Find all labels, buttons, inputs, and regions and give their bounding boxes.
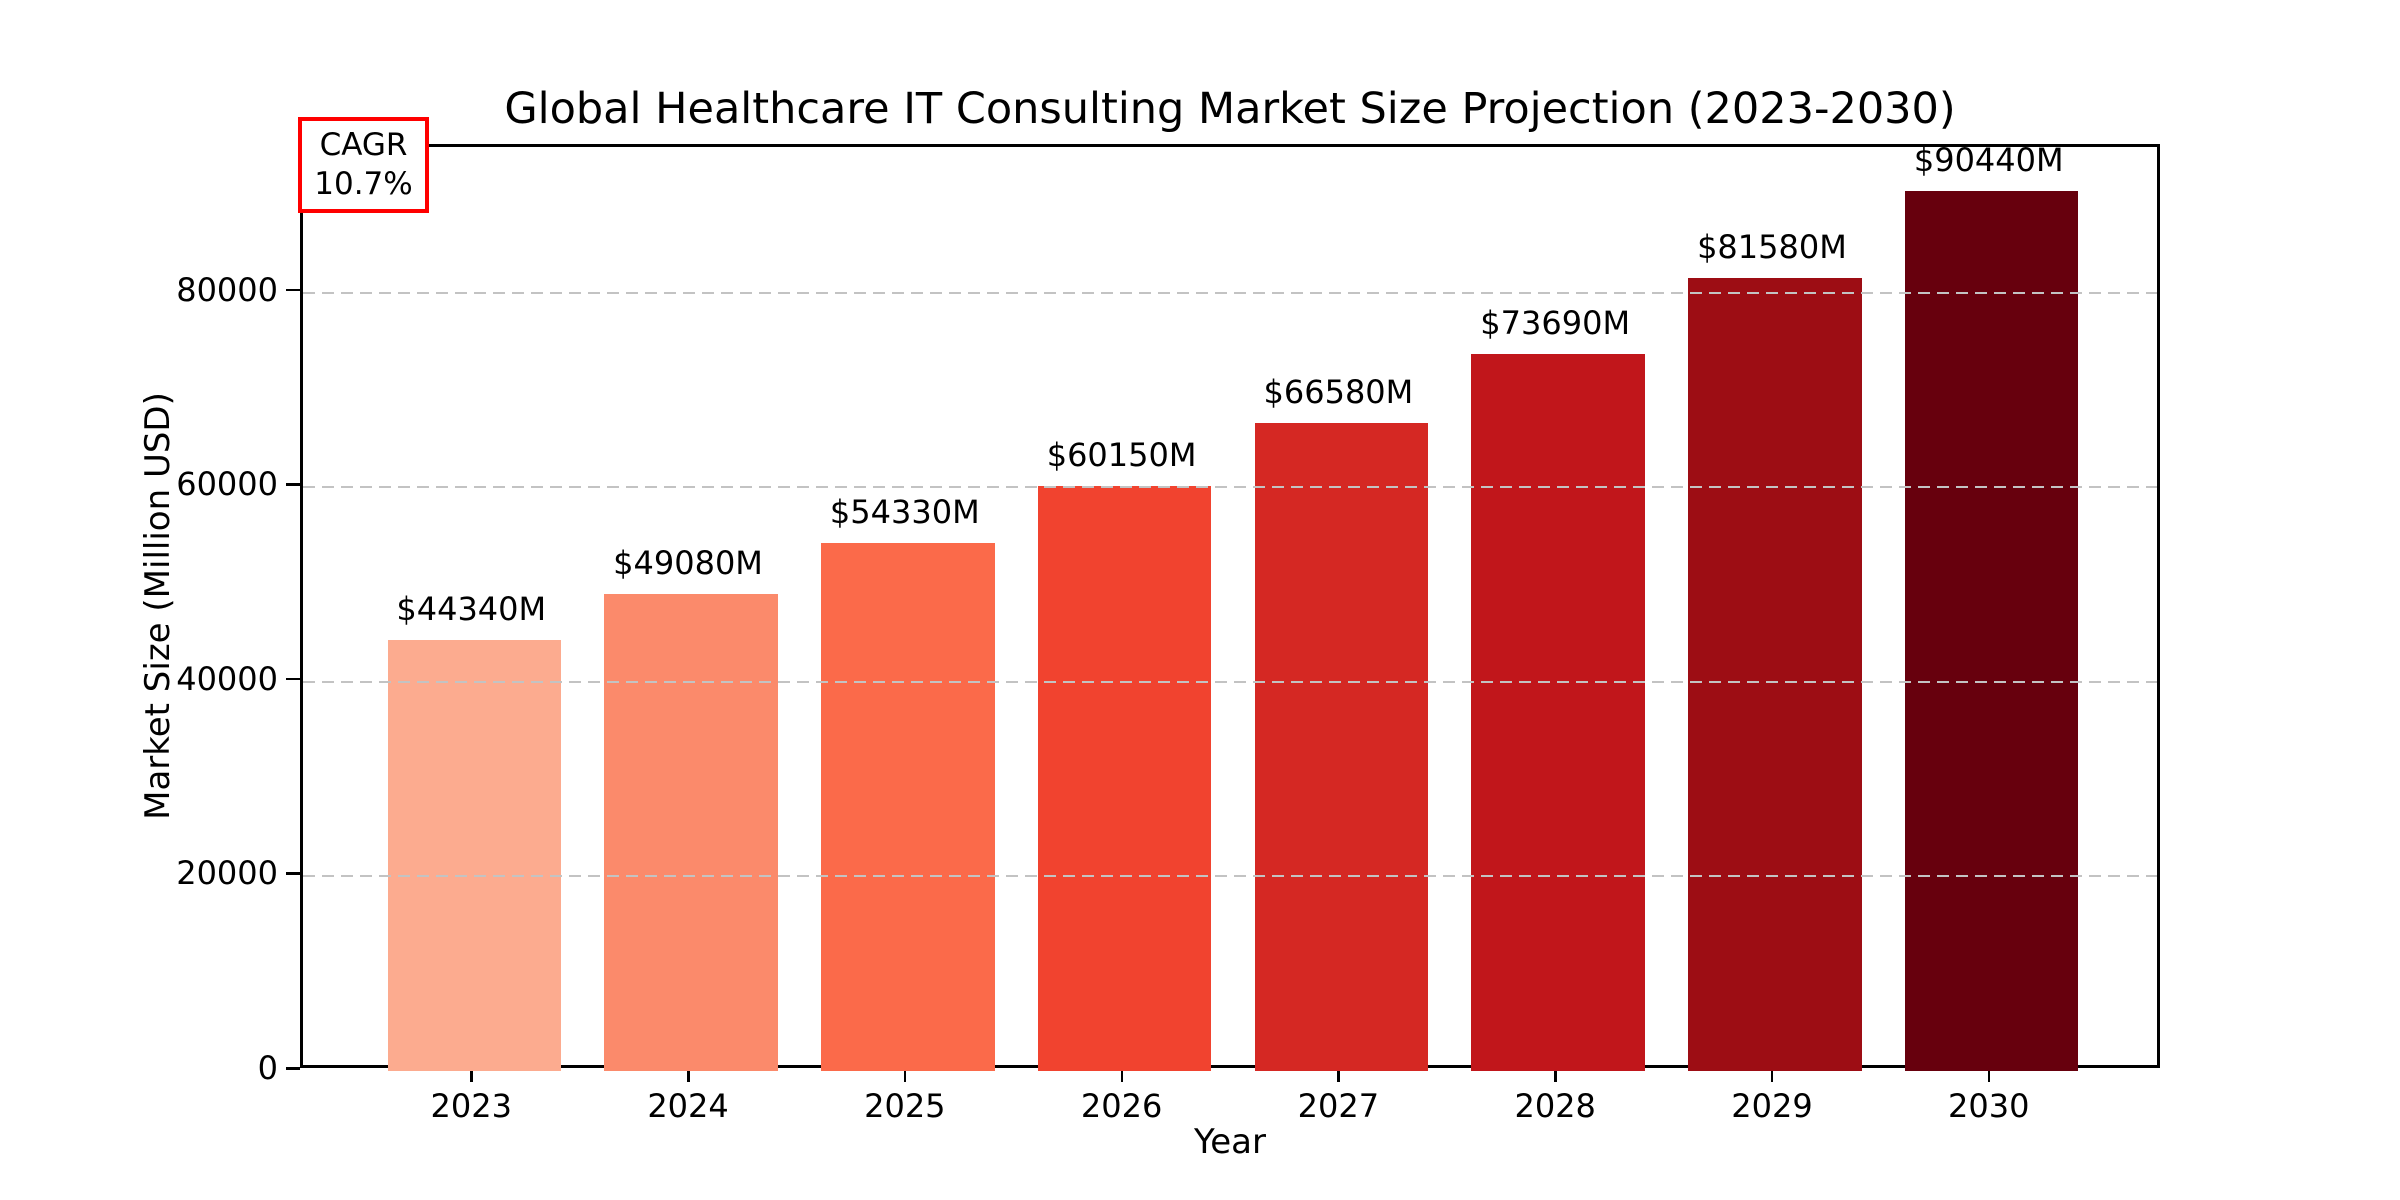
- bar-value-label-2027: $66580M: [1263, 373, 1414, 412]
- gridline-60000: [303, 486, 2157, 489]
- bar-2023: [387, 639, 561, 1071]
- x-tick-label-2024: 2024: [647, 1087, 729, 1125]
- x-tick-label-2026: 2026: [1080, 1087, 1163, 1125]
- bar-value-label-2026: $60150M: [1046, 435, 1197, 474]
- x-tick-label-2029: 2029: [1731, 1087, 1813, 1125]
- x-tick-mark-2028: [1554, 1068, 1557, 1082]
- bar-2030: [1905, 191, 2079, 1071]
- y-tick-label-60000: 60000: [176, 465, 278, 504]
- x-axis-label: Year: [1194, 1122, 1266, 1162]
- plot-area: [300, 144, 2160, 1071]
- y-tick-mark-40000: [286, 677, 300, 681]
- bar-2028: [1471, 354, 1645, 1071]
- chart-title: Global Healthcare IT Consulting Market S…: [504, 84, 1956, 134]
- x-tick-label-2025: 2025: [864, 1087, 946, 1125]
- x-tick-mark-2030: [1987, 1068, 1991, 1082]
- y-tick-label-40000: 40000: [176, 659, 278, 698]
- x-tick-label-2028: 2028: [1514, 1087, 1596, 1125]
- bar-2027: [1254, 423, 1429, 1071]
- x-tick-label-2030: 2030: [1948, 1087, 2030, 1125]
- bar-value-label-2029: $81580M: [1697, 227, 1847, 266]
- cagr-annotation: CAGR 10.7%: [298, 117, 429, 213]
- bar-value-label-2025: $54330M: [829, 492, 980, 531]
- y-tick-mark-80000: [286, 288, 300, 292]
- y-tick-label-80000: 80000: [176, 270, 278, 309]
- bar-value-label-2030: $90440M: [1913, 141, 2064, 180]
- y-tick-mark-60000: [286, 483, 300, 486]
- bar-value-label-2028: $73690M: [1480, 304, 1631, 343]
- bar-2024: [604, 593, 778, 1071]
- y-tick-mark-20000: [286, 872, 300, 875]
- bar-value-label-2023: $44340M: [396, 589, 547, 628]
- gridline-80000: [303, 291, 2157, 294]
- gridline-20000: [303, 875, 2157, 878]
- bar-2025: [821, 542, 995, 1071]
- y-tick-mark-0: [286, 1067, 300, 1070]
- y-tick-label-20000: 20000: [176, 854, 278, 893]
- bar-value-label-2024: $49080M: [613, 543, 763, 582]
- y-tick-label-0: 0: [257, 1049, 278, 1087]
- x-tick-mark-2023: [470, 1068, 473, 1082]
- x-tick-label-2027: 2027: [1297, 1087, 1380, 1125]
- x-tick-mark-2025: [903, 1068, 907, 1082]
- bar-2026: [1037, 485, 1212, 1071]
- x-tick-mark-2027: [1337, 1068, 1340, 1082]
- gridline-40000: [303, 680, 2157, 683]
- x-tick-mark-2026: [1120, 1068, 1124, 1082]
- x-tick-mark-2029: [1770, 1068, 1774, 1082]
- bar-2029: [1688, 277, 1862, 1071]
- y-axis-label: Market Size (Million USD): [138, 392, 178, 820]
- cagr-annotation-title: CAGR: [319, 127, 408, 163]
- cagr-annotation-value: 10.7%: [314, 166, 413, 202]
- x-tick-mark-2024: [687, 1068, 690, 1082]
- x-tick-label-2023: 2023: [430, 1087, 512, 1125]
